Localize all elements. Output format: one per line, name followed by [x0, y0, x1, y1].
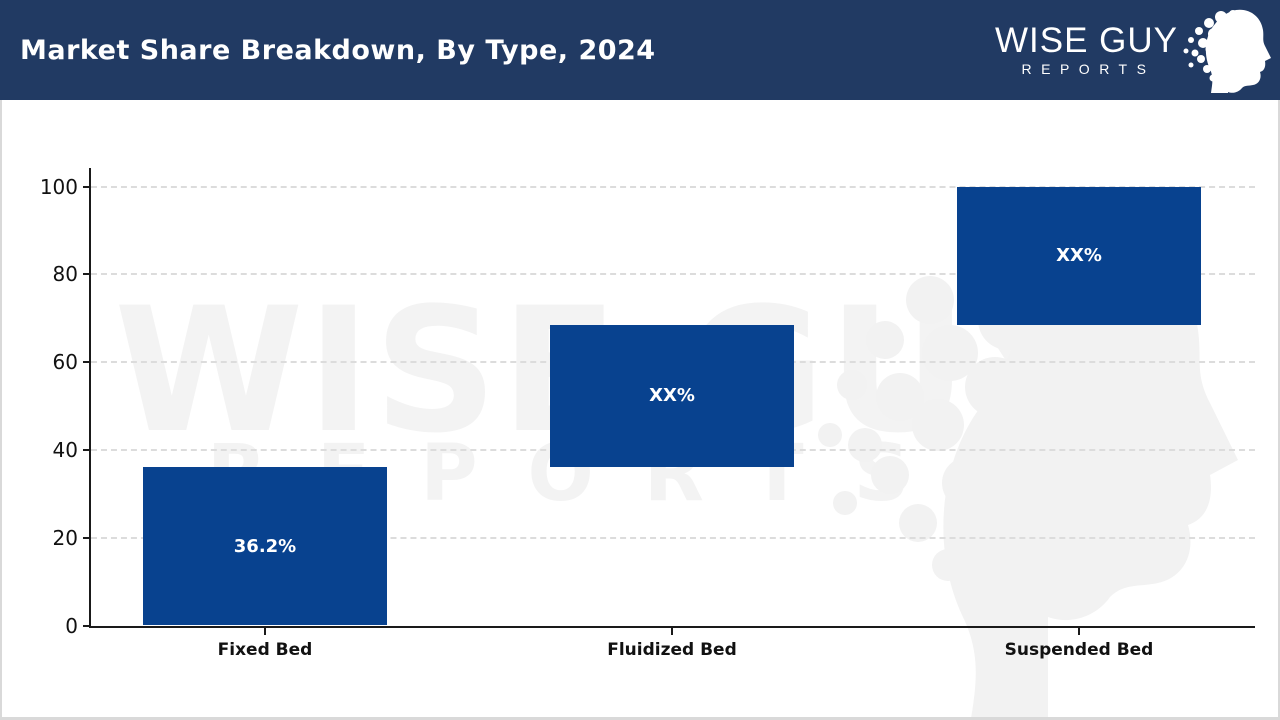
header-bar: Market Share Breakdown, By Type, 2024 WI…: [0, 0, 1280, 100]
bar-fixed-bed: 36.2%: [143, 466, 387, 626]
x-axis-line: [89, 625, 1255, 628]
gridline-y80: [91, 273, 1255, 276]
bar-suspended-bed: XX%: [957, 186, 1201, 326]
bar-fluidized-bed: XX%: [550, 325, 794, 467]
gridline-y20: [91, 536, 1255, 539]
logo-subtitle: REPORTS: [1021, 61, 1156, 77]
x-axis-tick-2: [671, 627, 673, 635]
wiseguy-logo: WISE GUY REPORTS: [995, 7, 1272, 93]
y-axis-line: [89, 168, 91, 628]
gridline-y100: [91, 185, 1255, 188]
page-title: Market Share Breakdown, By Type, 2024: [20, 34, 656, 66]
y-axis-tick-60: [83, 361, 90, 364]
y-axis-tick-40: [83, 448, 90, 451]
chart-area: WISE GUY REPORTS 0 20 40 60 80 100 36.2% Fixed …: [0, 100, 1280, 720]
logo-wordmark: WISE GUY: [994, 21, 1178, 60]
x-axis-tick-1: [264, 627, 266, 635]
x-axis-tick-3: [1078, 627, 1080, 635]
bottom-border: [0, 717, 1280, 720]
bar-value-label: XX%: [649, 385, 695, 407]
bar-value-label: XX%: [1056, 245, 1102, 267]
y-axis-tick-0: [83, 624, 90, 627]
x-tick-label-3: Suspended Bed: [1004, 639, 1154, 660]
y-axis-tick-100: [83, 185, 90, 188]
y-tick-label-0: 0: [65, 613, 78, 638]
y-axis-tick-80: [83, 273, 90, 276]
y-axis-tick-20: [83, 536, 90, 539]
logo-text: WISE GUY REPORTS: [995, 23, 1178, 77]
bar-value-label: 36.2%: [233, 535, 297, 557]
y-tick-label-40: 40: [52, 437, 78, 462]
x-tick-label-2: Fluidized Bed: [607, 639, 737, 660]
y-tick-label-20: 20: [52, 525, 78, 550]
y-tick-label-60: 60: [52, 350, 78, 375]
logo-face-icon: [1183, 9, 1271, 93]
y-tick-label-80: 80: [52, 262, 78, 287]
x-tick-label-1: Fixed Bed: [217, 639, 313, 660]
y-tick-label-100: 100: [39, 174, 78, 199]
